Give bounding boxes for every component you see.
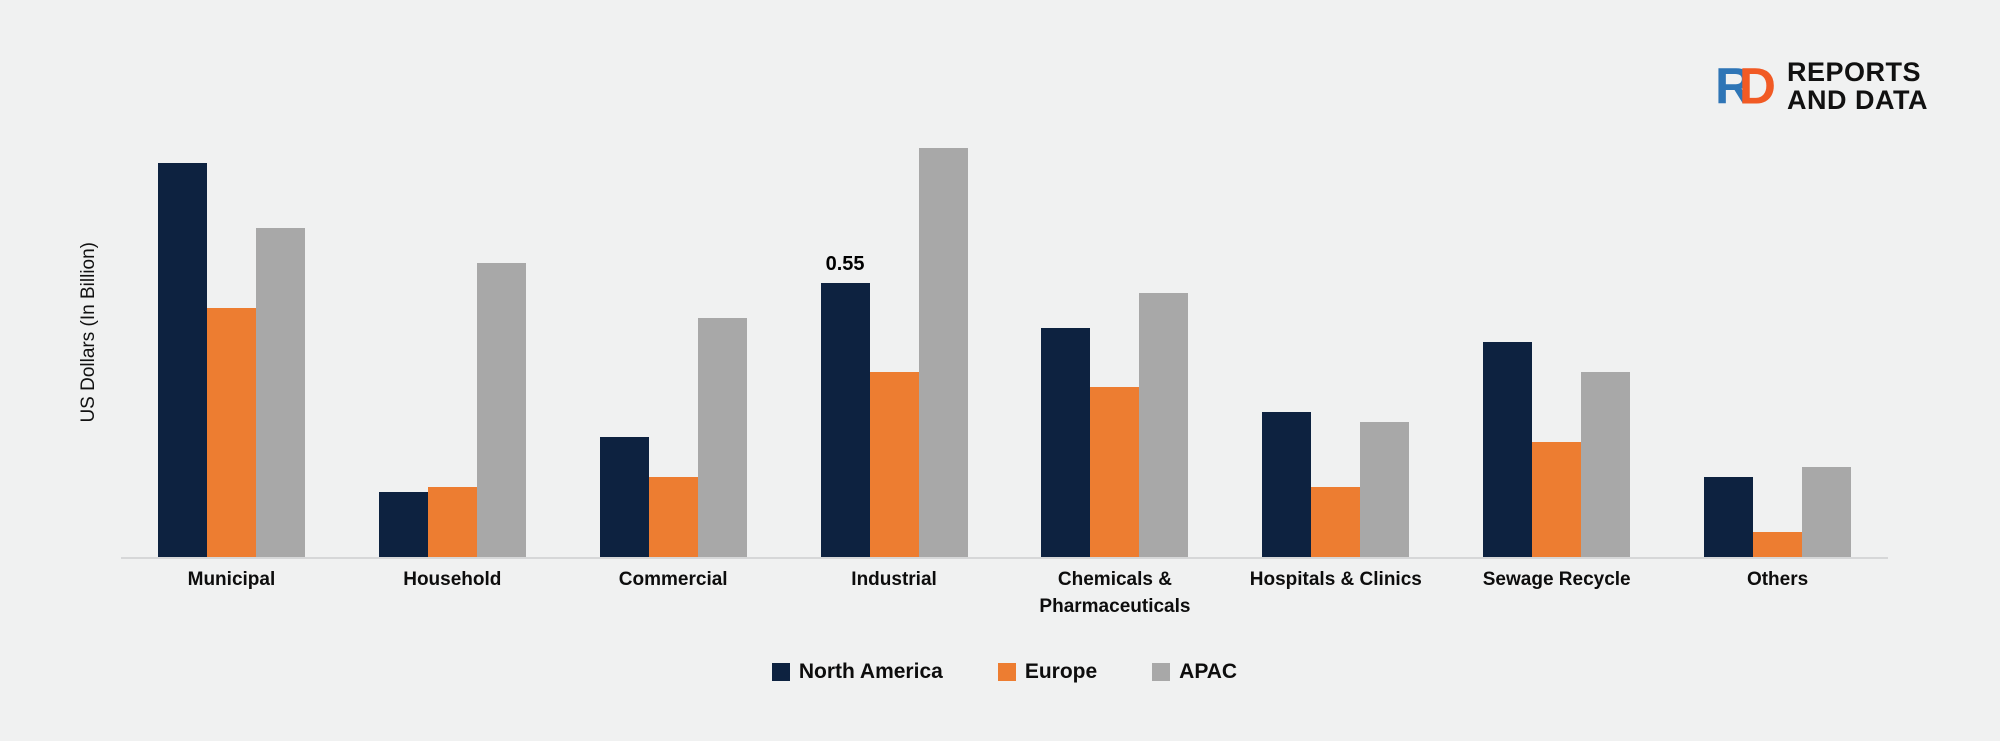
logo-text-reports: REPORTS bbox=[1787, 57, 1922, 87]
legend-swatch-icon bbox=[771, 663, 790, 681]
bar-apac bbox=[1581, 372, 1631, 557]
bar-apac bbox=[1802, 467, 1852, 557]
bar-group bbox=[1704, 108, 1852, 557]
bar-north-america bbox=[378, 492, 428, 557]
y-axis-title: US Dollars (In Billion) bbox=[78, 242, 99, 423]
logo-letter-d: D bbox=[1739, 58, 1776, 114]
category-label-household: Household bbox=[403, 569, 502, 590]
bar-group bbox=[1262, 108, 1410, 557]
category-cell: Sewage Recycle bbox=[1446, 567, 1667, 620]
category-column-chemicals-pharmaceuticals bbox=[1005, 108, 1226, 557]
bar-group bbox=[1483, 108, 1631, 557]
logo-letter-r: R bbox=[1715, 58, 1752, 114]
bar-north-america: 0.55 bbox=[820, 253, 870, 557]
category-column-others bbox=[1667, 108, 1888, 557]
bar-apac bbox=[918, 147, 968, 557]
bar-apac bbox=[1139, 292, 1189, 557]
category-label-sewage-recycle: Sewage Recycle bbox=[1482, 569, 1631, 590]
category-cell: Chemicals & Pharmaceuticals bbox=[1005, 567, 1226, 620]
category-column-hospitals-clinics bbox=[1225, 108, 1446, 557]
bar-europe bbox=[1090, 387, 1140, 557]
bar-europe bbox=[427, 487, 477, 557]
category-label-chemicals-pharmaceuticals: Chemicals & Pharmaceuticals bbox=[1039, 569, 1191, 617]
legend-label-north-america: North America bbox=[798, 660, 943, 683]
category-cell: Municipal bbox=[121, 567, 342, 620]
category-column-sewage-recycle bbox=[1446, 108, 1667, 557]
bar-north-america bbox=[599, 437, 649, 557]
category-cell: Hospitals & Clinics bbox=[1225, 567, 1446, 620]
bar-europe bbox=[206, 307, 256, 557]
legend-item-north-america: North America bbox=[771, 660, 943, 684]
logo-wordmark: REPORTS AND DATA bbox=[1787, 58, 1928, 114]
bar-apac bbox=[1360, 422, 1410, 557]
category-column-commercial bbox=[563, 108, 784, 557]
x-axis-category-labels: Municipal Household Commercial Industrial Ch… bbox=[121, 567, 1888, 620]
bar-north-america bbox=[1262, 412, 1312, 557]
category-column-industrial: 0.55 bbox=[784, 108, 1005, 557]
bar-group bbox=[599, 108, 747, 557]
category-cell: Household bbox=[342, 567, 563, 620]
bar-group bbox=[157, 108, 305, 557]
category-label-others: Others bbox=[1746, 569, 1809, 590]
bar-europe bbox=[1753, 532, 1803, 557]
bar-north-america bbox=[157, 162, 207, 557]
category-label-hospitals-clinics: Hospitals & Clinics bbox=[1249, 569, 1422, 590]
bar-europe bbox=[1532, 442, 1582, 557]
plot-area: 0.55 bbox=[121, 108, 1888, 559]
legend-item-apac: APAC bbox=[1152, 660, 1237, 684]
legend-label-apac: APAC bbox=[1179, 660, 1238, 683]
bar-group bbox=[378, 108, 526, 557]
legend-item-europe: Europe bbox=[997, 660, 1098, 684]
bar-group bbox=[1041, 108, 1189, 557]
bar-apac bbox=[255, 227, 305, 557]
category-cell: Industrial bbox=[784, 567, 1005, 620]
category-label-commercial: Commercial bbox=[618, 569, 728, 590]
legend-swatch-icon bbox=[997, 663, 1016, 681]
data-label: 0.55 bbox=[825, 252, 865, 275]
bar-apac bbox=[697, 317, 747, 557]
bar-group: 0.55 bbox=[820, 108, 968, 557]
legend-swatch-icon bbox=[1152, 663, 1171, 681]
bar-europe bbox=[869, 372, 919, 557]
reports-and-data-logo: R D REPORTS AND DATA bbox=[1715, 58, 1928, 114]
bar-europe bbox=[648, 477, 698, 557]
bar-europe bbox=[1311, 487, 1361, 557]
rd-logo-icon: R D bbox=[1715, 58, 1776, 114]
category-cell: Others bbox=[1667, 567, 1888, 620]
y-axis-title-wrap: US Dollars (In Billion) bbox=[78, 108, 100, 557]
category-column-household bbox=[342, 108, 563, 557]
bar-apac bbox=[476, 262, 526, 557]
logo-text-and-data: AND DATA bbox=[1787, 85, 1928, 116]
bar-north-america bbox=[1704, 477, 1754, 557]
category-label-municipal: Municipal bbox=[187, 569, 276, 590]
bar-north-america bbox=[1041, 327, 1091, 557]
bar-north-america bbox=[1483, 342, 1533, 557]
legend-label-europe: Europe bbox=[1024, 660, 1098, 683]
legend: North America Europe APAC bbox=[121, 660, 1888, 684]
category-label-industrial: Industrial bbox=[851, 569, 937, 590]
category-cell: Commercial bbox=[563, 567, 784, 620]
category-column-municipal bbox=[121, 108, 342, 557]
